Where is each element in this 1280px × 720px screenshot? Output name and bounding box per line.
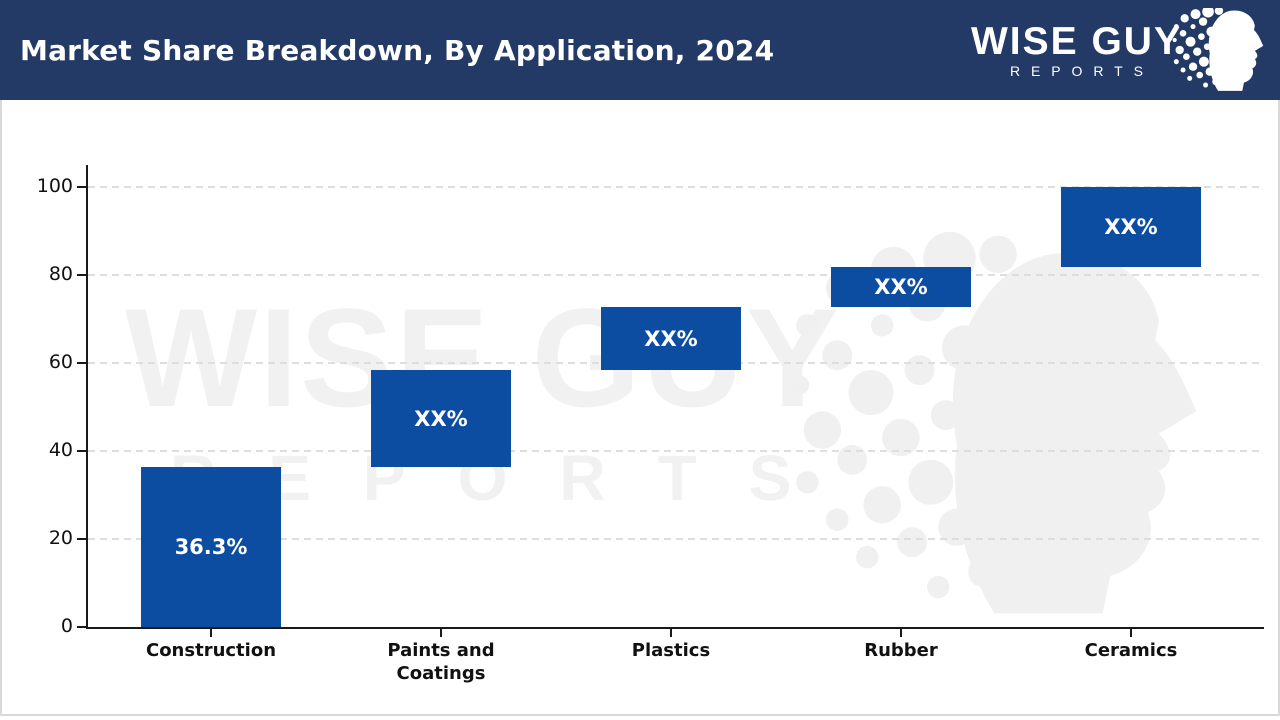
brand-subtitle: REPORTS xyxy=(1010,63,1154,79)
y-tick-mark xyxy=(77,450,86,452)
bar-paints-and-coatings: XX% xyxy=(371,370,511,468)
y-tick-label: 20 xyxy=(48,527,73,549)
x-tick-label-rubber: Rubber xyxy=(864,640,938,661)
y-tick-mark xyxy=(77,186,86,188)
brand-name: WISE GUY xyxy=(970,20,1182,63)
gridline xyxy=(88,450,1264,452)
bar-value-label: 36.3% xyxy=(174,535,248,560)
brand-logo: WISE GUY REPORTS xyxy=(971,4,1264,96)
bar-value-label: XX% xyxy=(1104,215,1158,240)
y-tick-mark xyxy=(77,626,86,628)
bar-ceramics: XX% xyxy=(1061,187,1201,268)
y-tick-label: 60 xyxy=(48,351,73,373)
x-tick-label-plastics: Plastics xyxy=(631,640,711,661)
header-bar: Market Share Breakdown, By Application, … xyxy=(0,0,1280,100)
x-tick-label-ceramics: Ceramics xyxy=(1084,640,1178,661)
x-tick-label-paints-and-coatings: Paints and Coatings xyxy=(387,640,495,684)
y-tick-mark xyxy=(77,538,86,540)
gridline xyxy=(88,538,1264,540)
bar-value-label: XX% xyxy=(414,406,468,431)
y-tick-label: 40 xyxy=(48,439,73,461)
bar-plastics: XX% xyxy=(601,307,741,371)
y-tick-label: 0 xyxy=(60,615,73,637)
gridline xyxy=(88,186,1264,188)
bar-rubber: XX% xyxy=(831,267,971,308)
bar-value-label: XX% xyxy=(874,275,928,300)
x-tick-mark xyxy=(210,629,212,637)
bar-value-label: XX% xyxy=(644,326,698,351)
y-tick-mark xyxy=(77,274,86,276)
x-tick-mark xyxy=(900,629,902,637)
y-tick-mark xyxy=(77,362,86,364)
gridline xyxy=(88,274,1264,276)
brand-wordmark: WISE GUY REPORTS xyxy=(971,22,1182,78)
x-tick-mark xyxy=(1130,629,1132,637)
x-tick-label-construction: Construction xyxy=(145,640,277,661)
x-axis-line xyxy=(86,627,1264,629)
wiseguy-head-icon xyxy=(1172,8,1264,91)
x-tick-mark xyxy=(670,629,672,637)
y-tick-label: 100 xyxy=(36,175,73,197)
x-tick-mark xyxy=(440,629,442,637)
page-title: Market Share Breakdown, By Application, … xyxy=(20,33,775,67)
y-tick-label: 80 xyxy=(48,263,73,285)
y-axis-line xyxy=(86,165,88,629)
bar-construction: 36.3% xyxy=(141,467,281,627)
